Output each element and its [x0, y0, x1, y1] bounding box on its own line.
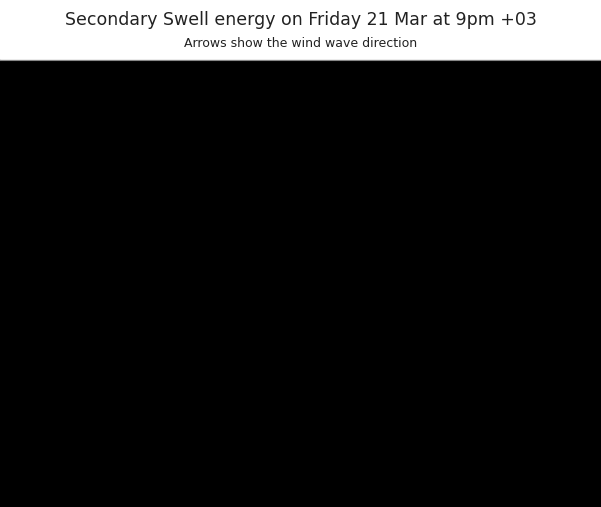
Text: Secondary Swell energy on Friday 21 Mar at 9pm +03: Secondary Swell energy on Friday 21 Mar …	[64, 11, 537, 29]
Text: Arrows show the wind wave direction: Arrows show the wind wave direction	[184, 37, 417, 50]
